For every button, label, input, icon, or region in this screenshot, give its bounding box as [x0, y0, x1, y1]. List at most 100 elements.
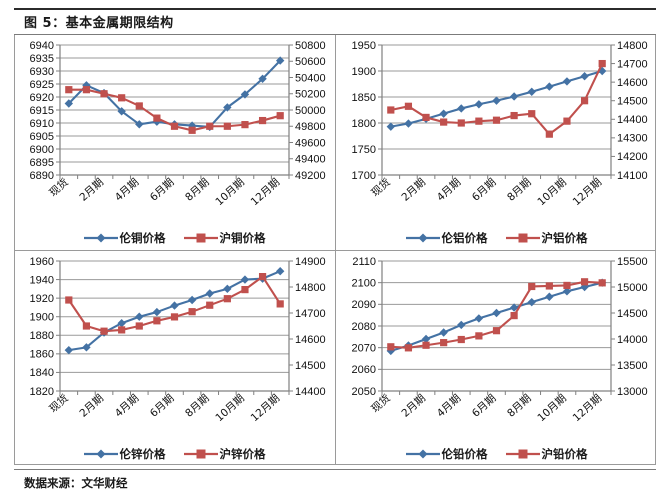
zinc-plot: 1820 1840 1860 1880 1900 1920 1940 1960 14400 145…	[30, 256, 326, 424]
svg-text:2050: 2050	[352, 386, 376, 398]
svg-text:1860: 1860	[30, 349, 54, 361]
legend-item-lme-zinc: 伦锌价格	[83, 446, 166, 462]
svg-text:49600: 49600	[295, 137, 326, 149]
svg-text:14800: 14800	[617, 40, 648, 52]
svg-text:14700: 14700	[295, 308, 326, 320]
svg-text:1950: 1950	[352, 40, 376, 52]
legend-item-lme-aluminium: 伦铝价格	[405, 230, 488, 246]
svg-text:6910: 6910	[30, 118, 54, 130]
svg-text:50600: 50600	[295, 56, 326, 68]
svg-text:2080: 2080	[352, 321, 376, 333]
svg-text:4月期: 4月期	[435, 176, 464, 203]
svg-text:1840: 1840	[30, 367, 54, 379]
legend-item-shfe-copper: 沪铜价格	[183, 230, 266, 246]
svg-text:2月期: 2月期	[399, 176, 428, 203]
legend-label-lme-copper: 伦铜价格	[119, 231, 166, 245]
svg-text:1800: 1800	[352, 118, 376, 130]
svg-text:6月期: 6月期	[470, 176, 499, 203]
svg-text:6895: 6895	[30, 157, 54, 169]
svg-text:8月期: 8月期	[183, 176, 212, 203]
svg-text:6月期: 6月期	[470, 392, 499, 419]
chart-panel-copper: 6890 6895 6900 6905 6910 6915 6920 6925 6930 6935…	[14, 35, 335, 250]
svg-text:14300: 14300	[617, 133, 648, 145]
svg-text:50400: 50400	[295, 72, 326, 84]
svg-text:6915: 6915	[30, 105, 54, 117]
legend-marker-diamond-blue	[83, 449, 118, 459]
svg-text:2月期: 2月期	[399, 392, 428, 419]
svg-text:14700: 14700	[617, 58, 648, 70]
legend-item-shfe-lead: 沪铅价格	[505, 446, 588, 462]
svg-text:1920: 1920	[30, 293, 54, 305]
aluminium-plot: 1700 1750 1800 1850 1900 1950 14100 14200 14300 1…	[352, 40, 648, 208]
svg-text:1750: 1750	[352, 144, 376, 156]
data-source: 数据来源：文华财经	[24, 476, 128, 490]
svg-text:2060: 2060	[352, 364, 376, 376]
svg-text:14400: 14400	[617, 114, 648, 126]
svg-text:1850: 1850	[352, 92, 376, 104]
legend-marker-diamond-blue	[405, 449, 440, 459]
legend-marker-square-red	[505, 449, 540, 459]
svg-text:1900: 1900	[352, 66, 376, 78]
legend-marker-diamond-blue	[405, 233, 440, 243]
copper-plot: 6890689569006905691069156920692569306935…	[30, 40, 326, 208]
svg-text:6月期: 6月期	[148, 392, 177, 419]
copper-legend: 伦铜价格 沪铜价格	[14, 230, 335, 246]
svg-text:12月期: 12月期	[249, 392, 283, 424]
svg-text:6900: 6900	[30, 144, 54, 156]
svg-text:14500: 14500	[617, 96, 648, 108]
svg-text:14400: 14400	[295, 386, 326, 398]
svg-text:1960: 1960	[30, 256, 54, 268]
legend-item-shfe-zinc: 沪锌价格	[183, 446, 266, 462]
zinc-legend: 伦锌价格 沪锌价格	[14, 446, 335, 462]
aluminium-legend: 伦铝价格 沪铝价格	[336, 230, 657, 246]
svg-text:8月期: 8月期	[505, 176, 534, 203]
legend-label-shfe-copper: 沪铜价格	[219, 231, 266, 245]
svg-text:14600: 14600	[617, 77, 648, 89]
svg-text:13500: 13500	[617, 360, 648, 372]
svg-text:49200: 49200	[295, 170, 326, 182]
title-top-rule	[14, 8, 656, 10]
svg-text:6920: 6920	[30, 92, 54, 104]
chart-panel-zinc: 1820 1840 1860 1880 1900 1920 1940 1960 14400 145…	[14, 251, 335, 466]
svg-text:4月期: 4月期	[113, 392, 142, 419]
chart-panel-aluminium: 1700 1750 1800 1850 1900 1950 14100 14200 14300 1…	[336, 35, 657, 250]
svg-text:10月期: 10月期	[213, 176, 247, 208]
lead-legend: 伦铅价格 沪铅价格	[336, 446, 657, 462]
svg-text:15500: 15500	[617, 256, 648, 268]
svg-text:14600: 14600	[295, 334, 326, 346]
svg-text:6935: 6935	[30, 53, 54, 65]
legend-label-lme-lead: 伦铅价格	[441, 447, 488, 461]
svg-text:2090: 2090	[352, 299, 376, 311]
svg-text:12月期: 12月期	[249, 176, 283, 208]
svg-text:49400: 49400	[295, 154, 326, 166]
svg-text:10月期: 10月期	[535, 176, 569, 208]
svg-text:6905: 6905	[30, 131, 54, 143]
svg-text:1880: 1880	[30, 330, 54, 342]
legend-marker-square-red	[505, 233, 540, 243]
svg-text:49800: 49800	[295, 121, 326, 133]
legend-item-lme-copper: 伦铜价格	[83, 230, 166, 246]
chart-panel-lead: 2050 2060 2070 2080 2090 2100 2110 13000 13500 14…	[336, 251, 657, 466]
svg-text:2110: 2110	[352, 256, 376, 268]
svg-text:1940: 1940	[30, 274, 54, 286]
svg-text:50000: 50000	[295, 105, 326, 117]
legend-label-lme-aluminium: 伦铝价格	[441, 231, 488, 245]
svg-text:2月期: 2月期	[77, 176, 106, 203]
legend-label-shfe-lead: 沪铅价格	[541, 447, 588, 461]
svg-text:14500: 14500	[295, 360, 326, 372]
legend-marker-square-red	[183, 449, 218, 459]
svg-text:6930: 6930	[30, 66, 54, 78]
svg-text:2100: 2100	[352, 277, 376, 289]
svg-text:6890: 6890	[30, 170, 54, 182]
svg-text:10月期: 10月期	[213, 392, 247, 424]
legend-item-lme-lead: 伦铅价格	[405, 446, 488, 462]
svg-text:2070: 2070	[352, 342, 376, 354]
svg-text:6月期: 6月期	[148, 176, 177, 203]
page-title: 图 5：基本金属期限结构	[24, 16, 174, 31]
svg-text:50200: 50200	[295, 89, 326, 101]
svg-text:14000: 14000	[617, 334, 648, 346]
svg-text:8月期: 8月期	[505, 392, 534, 419]
svg-text:14500: 14500	[617, 308, 648, 320]
legend-item-shfe-aluminium: 沪铝价格	[505, 230, 588, 246]
